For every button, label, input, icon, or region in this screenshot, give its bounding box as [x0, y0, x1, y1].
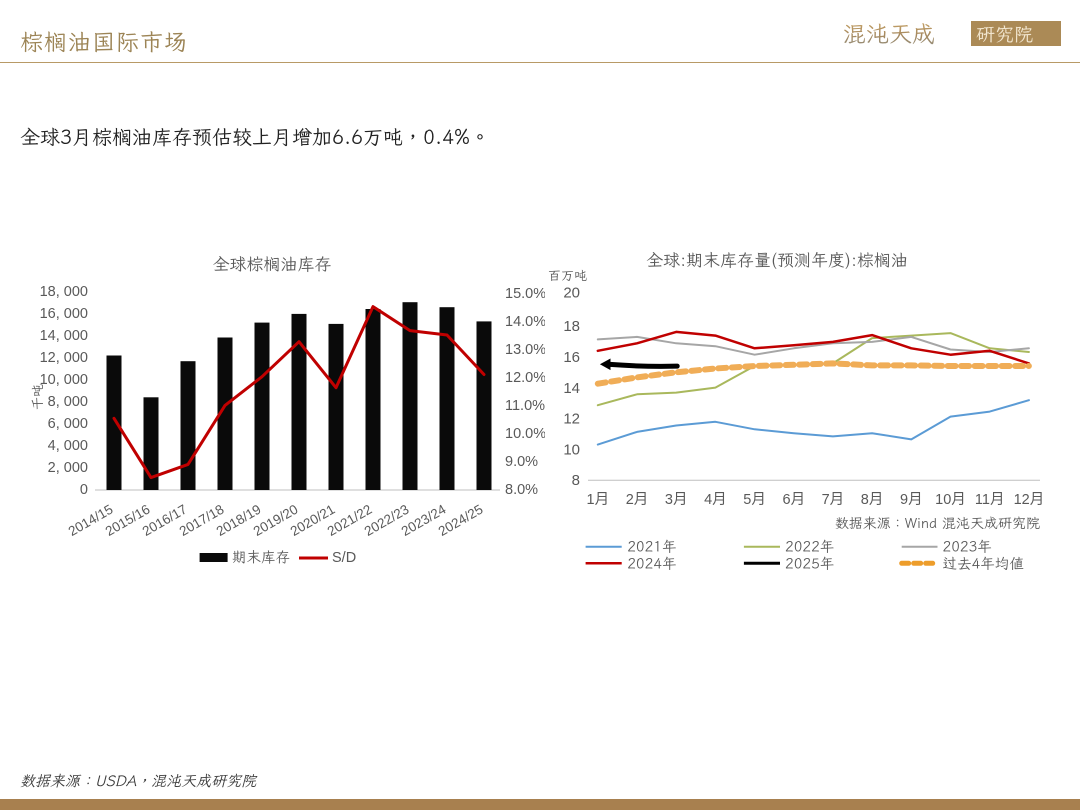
- svg-text:14, 000: 14, 000: [40, 328, 88, 344]
- svg-text:9月: 9月: [900, 492, 923, 508]
- svg-text:全球棕榈油库存: 全球棕榈油库存: [213, 252, 332, 275]
- svg-text:2, 000: 2, 000: [48, 460, 88, 476]
- svg-text:10月: 10月: [935, 492, 966, 508]
- svg-text:14.0%: 14.0%: [505, 314, 545, 330]
- svg-text:12, 000: 12, 000: [40, 350, 88, 366]
- svg-text:2025年: 2025年: [785, 554, 834, 573]
- svg-text:13.0%: 13.0%: [505, 342, 545, 358]
- svg-text:S/D: S/D: [332, 550, 356, 566]
- svg-text:2月: 2月: [626, 492, 649, 508]
- svg-text:3月: 3月: [665, 492, 688, 508]
- svg-text:16: 16: [563, 349, 580, 366]
- svg-text:4, 000: 4, 000: [48, 438, 88, 454]
- svg-text:数据来源：Wind 混沌天成研究院: 数据来源：Wind 混沌天成研究院: [835, 514, 1040, 532]
- svg-text:9.0%: 9.0%: [505, 454, 538, 470]
- svg-text:8.0%: 8.0%: [505, 482, 538, 498]
- svg-text:全球:期末库存量(预测年度):棕榈油: 全球:期末库存量(预测年度):棕榈油: [646, 248, 908, 271]
- svg-text:0: 0: [80, 482, 88, 498]
- svg-text:2024年: 2024年: [627, 554, 676, 573]
- svg-text:百万吨: 百万吨: [548, 267, 587, 284]
- svg-text:过去4年均值: 过去4年均值: [943, 554, 1024, 573]
- svg-text:10: 10: [563, 441, 580, 458]
- svg-text:期末库存: 期末库存: [232, 548, 290, 567]
- svg-text:1月: 1月: [587, 492, 610, 508]
- svg-text:5月: 5月: [743, 492, 766, 508]
- svg-text:8月: 8月: [861, 492, 884, 508]
- svg-text:6, 000: 6, 000: [48, 416, 88, 432]
- svg-text:8, 000: 8, 000: [48, 394, 88, 410]
- svg-text:20: 20: [563, 285, 580, 302]
- svg-text:16, 000: 16, 000: [40, 306, 88, 322]
- svg-text:11.0%: 11.0%: [505, 398, 545, 414]
- svg-text:12: 12: [563, 411, 580, 428]
- svg-text:6月: 6月: [783, 492, 806, 508]
- svg-text:8: 8: [572, 472, 580, 489]
- svg-text:12月: 12月: [1014, 492, 1045, 508]
- svg-text:研究院: 研究院: [976, 22, 1033, 47]
- svg-text:11月: 11月: [975, 492, 1005, 508]
- svg-text:7月: 7月: [822, 492, 845, 508]
- svg-text:10.0%: 10.0%: [505, 426, 545, 442]
- svg-text:18: 18: [563, 318, 580, 335]
- svg-text:千吨: 千吨: [29, 384, 46, 410]
- svg-text:18, 000: 18, 000: [40, 284, 88, 300]
- svg-text:混沌天成: 混沌天成: [843, 18, 935, 49]
- svg-text:14: 14: [563, 380, 580, 397]
- svg-text:10, 000: 10, 000: [40, 372, 88, 388]
- svg-text:12.0%: 12.0%: [505, 370, 545, 386]
- svg-text:15.0%: 15.0%: [505, 286, 545, 302]
- svg-text:4月: 4月: [704, 492, 727, 508]
